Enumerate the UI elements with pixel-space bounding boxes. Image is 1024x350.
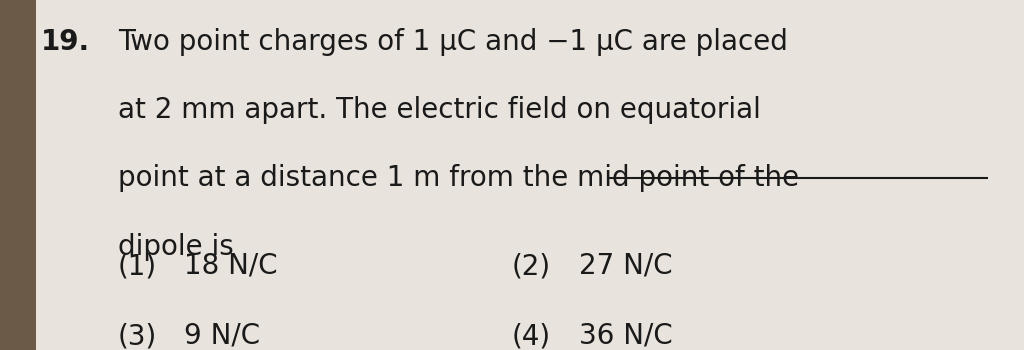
Text: (3): (3) [118,322,157,350]
Text: at 2 mm apart. The electric field on equatorial: at 2 mm apart. The electric field on equ… [118,96,761,124]
Bar [0,0,36,350]
Text: Two point charges of 1 μC and −1 μC are placed: Two point charges of 1 μC and −1 μC are … [118,28,787,56]
Text: 19.: 19. [41,28,90,56]
Text: 9 N/C: 9 N/C [184,322,260,350]
Text: point at a distance 1 m from the mid point of the: point at a distance 1 m from the mid poi… [118,164,799,193]
Text: dipole is: dipole is [118,233,233,261]
Text: (4): (4) [512,322,551,350]
Text: (1): (1) [118,252,157,280]
Text: 27 N/C: 27 N/C [579,252,672,280]
Text: (2): (2) [512,252,551,280]
Text: 18 N/C: 18 N/C [184,252,278,280]
Text: 36 N/C: 36 N/C [579,322,673,350]
